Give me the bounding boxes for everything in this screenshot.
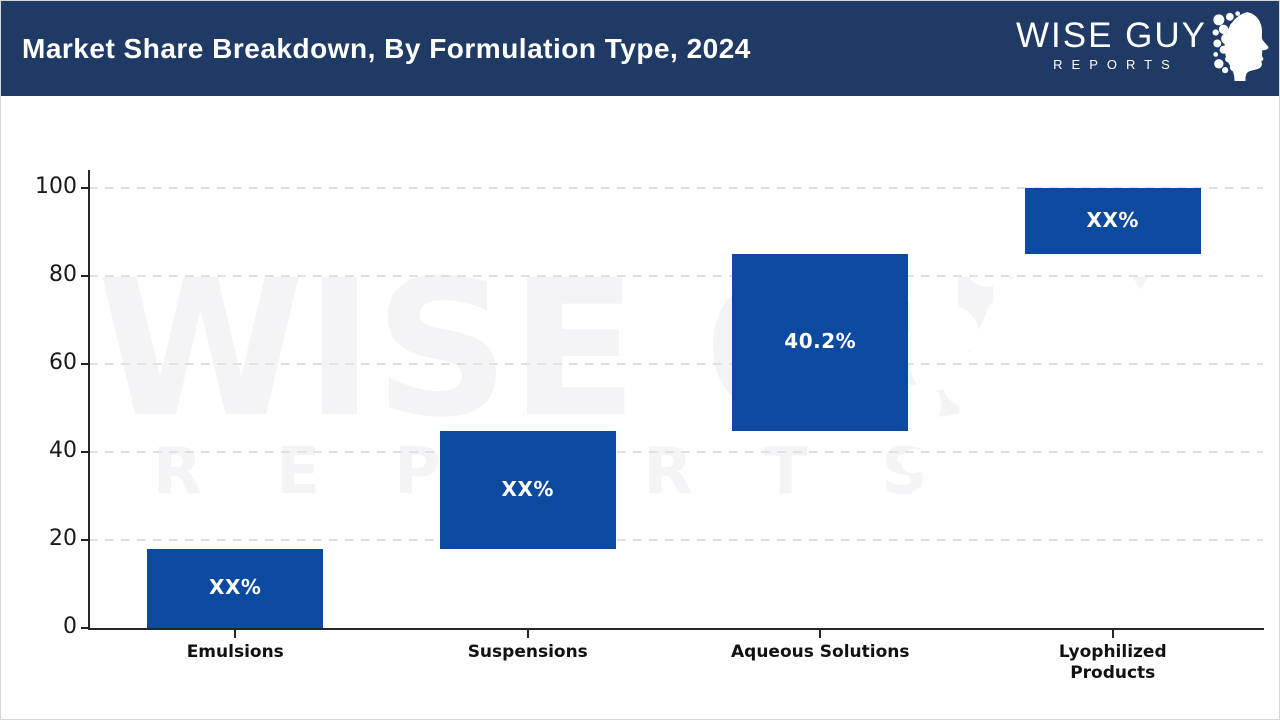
bar-value-label-suspensions: XX% (501, 476, 554, 501)
gridline-60 (89, 363, 1263, 365)
bar-value-label-aqueous-solutions: 40.2% (784, 329, 857, 354)
y-tick-mark-60 (81, 363, 89, 365)
x-category-label-aqueous-solutions: Aqueous Solutions (731, 642, 910, 662)
bar-lyophilized-products (1024, 188, 1201, 254)
x-tick-mark-suspensions (526, 630, 529, 638)
y-tick-label-40: 40 (49, 438, 77, 463)
gridline-40 (89, 451, 1263, 453)
gridline-20 (89, 539, 1263, 541)
x-axis-line (88, 628, 1264, 630)
logo-wordmark: WISE GUY (1015, 16, 1207, 55)
x-tick-mark-lyophilized-products (1111, 630, 1114, 638)
y-tick-label-20: 20 (49, 526, 77, 551)
gridline-100 (89, 187, 1263, 189)
y-tick-label-80: 80 (49, 262, 77, 287)
y-tick-mark-0 (81, 627, 89, 629)
x-category-label-emulsions: Emulsions (186, 642, 284, 662)
y-tick-mark-80 (81, 275, 89, 277)
y-tick-mark-20 (81, 539, 89, 541)
x-tick-mark-emulsions (234, 630, 237, 638)
y-tick-label-100: 100 (35, 174, 77, 199)
waterfall-chart: WISE GUY REPORTS 020406080100XX%Emulsion… (1, 96, 1279, 719)
logo-subtitle: REPORTS (1053, 57, 1179, 72)
y-tick-mark-100 (81, 187, 89, 189)
logo-text: WISE GUY REPORTS (1016, 18, 1207, 72)
x-tick-mark-aqueous-solutions (819, 630, 822, 638)
wise-guy-reports-logo: WISE GUY REPORTS (1016, 7, 1269, 83)
bar-value-label-emulsions: XX% (209, 575, 262, 600)
bar-emulsions (147, 548, 324, 628)
y-tick-mark-40 (81, 451, 89, 453)
bar-aqueous-solutions (732, 254, 909, 431)
logo-face-icon (1212, 11, 1269, 82)
bar-suspensions (439, 430, 616, 549)
watermark-face-icon (897, 238, 1187, 599)
x-category-label-suspensions: Suspensions (467, 642, 588, 662)
x-category-label-lyophilized-products: Lyophilized Products (1058, 642, 1167, 684)
y-tick-label-0: 0 (63, 614, 77, 639)
header-band: Market Share Breakdown, By Formulation T… (1, 1, 1279, 96)
gridline-80 (89, 275, 1263, 277)
y-axis-line (88, 170, 90, 630)
y-tick-label-60: 60 (49, 350, 77, 375)
page-title: Market Share Breakdown, By Formulation T… (22, 32, 751, 64)
bar-value-label-lyophilized-products: XX% (1086, 208, 1139, 232)
